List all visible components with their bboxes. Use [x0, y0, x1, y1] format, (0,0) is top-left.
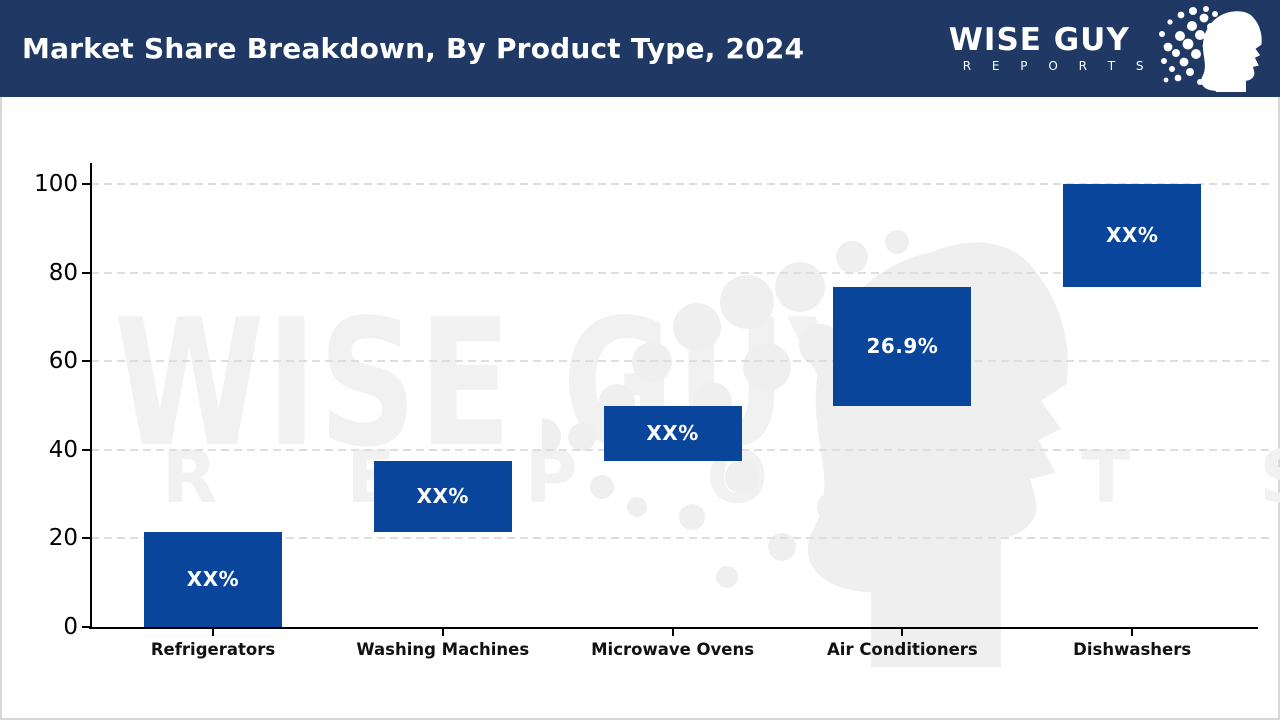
brand-name: WISE GUY	[948, 22, 1130, 58]
y-tick-label: 80	[48, 259, 78, 286]
y-axis-tick	[82, 271, 90, 274]
bar: 26.9%	[833, 286, 972, 406]
x-category-label: Refrigerators	[150, 640, 276, 659]
bar-value-label: XX%	[1105, 223, 1159, 248]
header: Market Share Breakdown, By Product Type,…	[0, 0, 1280, 97]
gridline	[91, 537, 1270, 540]
x-axis-tick	[212, 629, 214, 636]
x-category-label: Air Conditioners	[827, 640, 978, 659]
bar: XX%	[603, 405, 742, 461]
bar-value-label: 26.9%	[866, 334, 939, 359]
gridline	[91, 271, 1270, 274]
brand-text: WISE GUY R E P O R T S	[949, 24, 1152, 73]
bar: XX%	[373, 460, 512, 532]
brand-logo: WISE GUY R E P O R T S	[949, 5, 1266, 92]
x-category-label: Dishwashers	[1073, 640, 1192, 659]
x-category-label: Microwave Ovens	[591, 640, 755, 659]
gridline	[91, 360, 1270, 363]
bar: XX%	[144, 531, 282, 627]
y-axis-tick	[82, 537, 90, 540]
x-category-label: Washing Machines	[356, 640, 530, 659]
x-axis-tick	[1131, 629, 1134, 636]
bar-value-label: XX%	[186, 567, 240, 592]
y-tick-label: 0	[63, 614, 78, 640]
head-dots-icon	[1159, 5, 1262, 92]
y-tick-label: 40	[48, 436, 78, 463]
y-axis-line	[90, 163, 92, 629]
y-tick-label: 100	[34, 171, 78, 198]
bar: XX%	[1063, 184, 1202, 287]
x-axis-tick	[441, 629, 444, 636]
chart-area: WISE GUY R E P O R T S 0 20 40 60 80 100 XX% Re…	[2, 97, 1280, 716]
x-axis-tick	[671, 629, 674, 636]
gridline	[91, 183, 1270, 186]
y-tick-label: 60	[48, 348, 78, 375]
y-axis-tick	[82, 626, 90, 628]
y-axis-tick	[82, 360, 90, 363]
x-axis-tick	[901, 629, 904, 636]
bar-value-label: XX%	[646, 421, 699, 446]
bar-value-label: XX%	[416, 484, 469, 509]
y-axis-tick	[82, 448, 90, 451]
x-axis-line	[89, 627, 1258, 629]
brand-subtitle: R E P O R T S	[962, 59, 1152, 73]
chart-title: Market Share Breakdown, By Product Type,…	[22, 32, 805, 65]
y-axis-tick	[82, 183, 90, 186]
y-tick-label: 20	[48, 525, 78, 552]
